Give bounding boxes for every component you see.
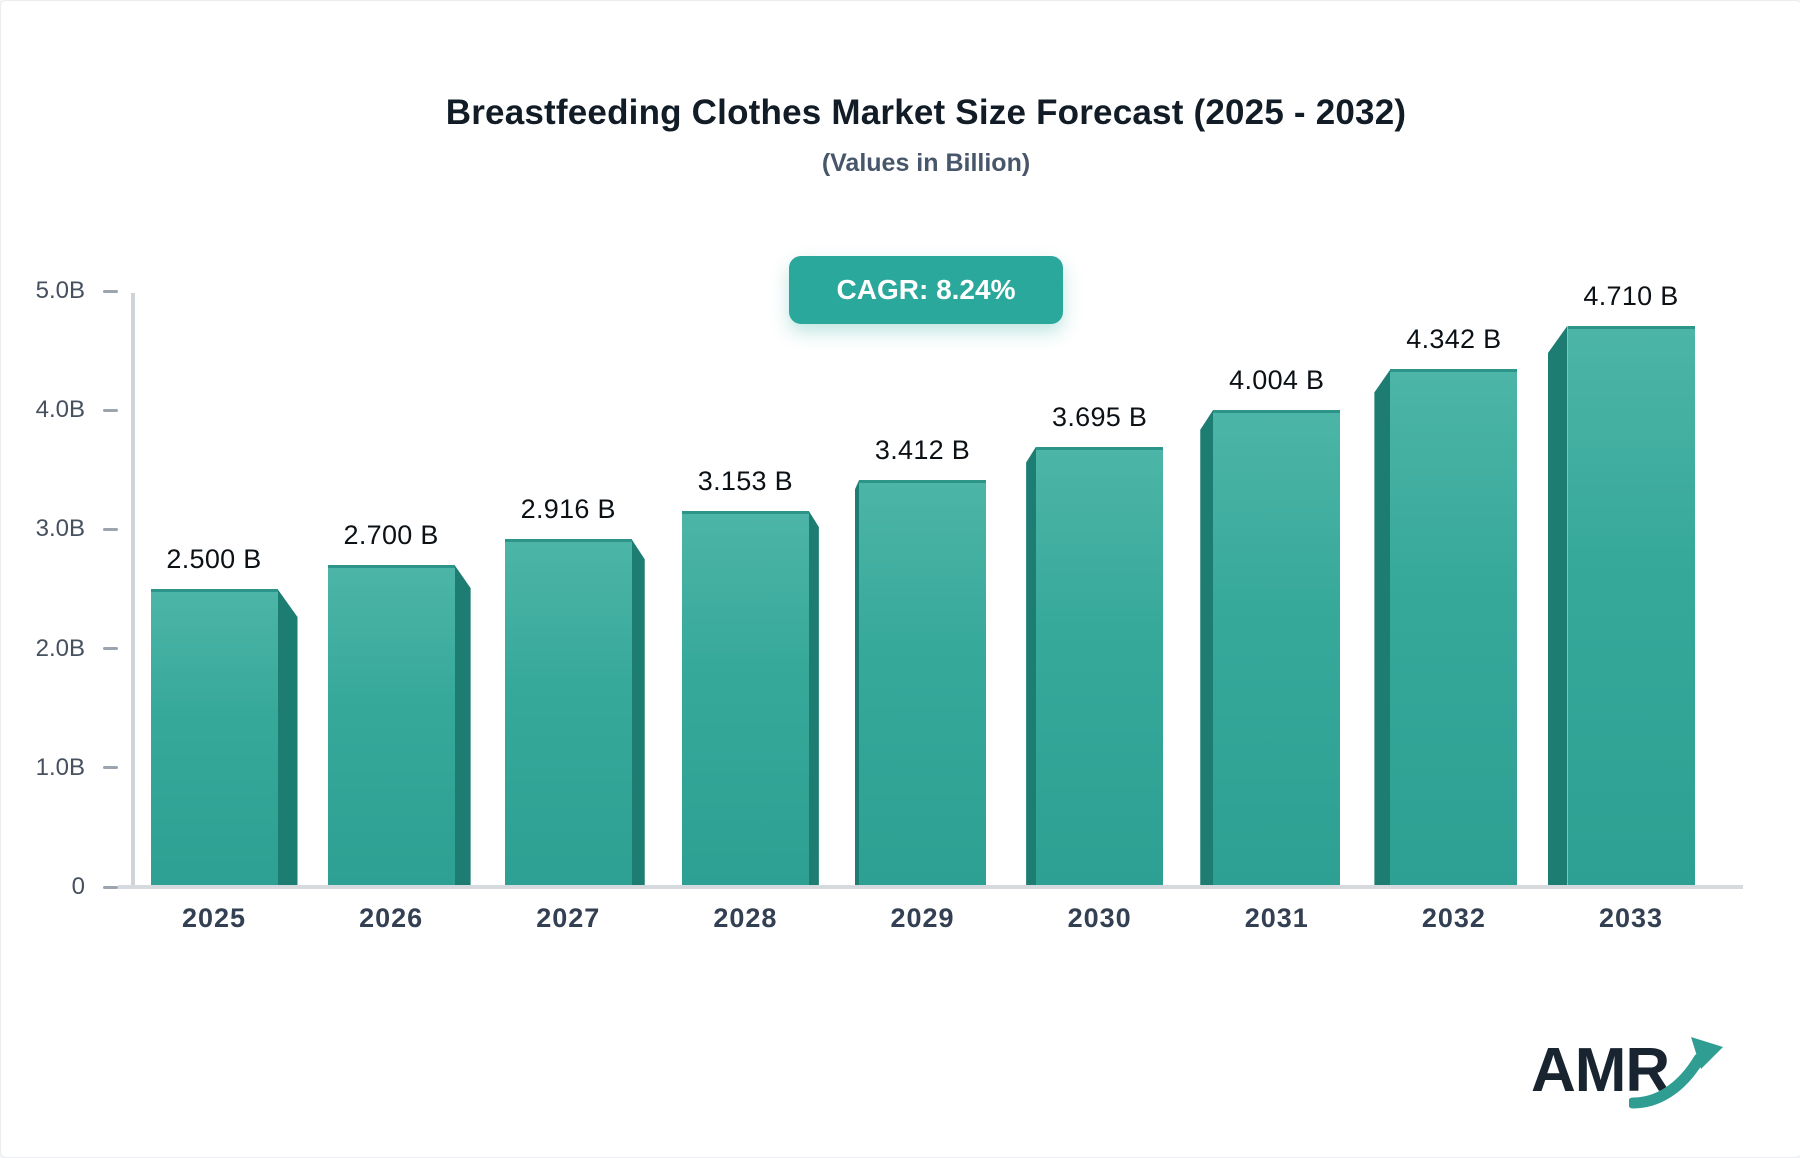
bar-2029 [859,480,986,887]
y-axis-line [131,293,135,887]
y-tick-mark [103,289,118,293]
bar-value-label: 4.710 B [1583,280,1679,311]
bar-value-label: 4.004 B [1229,364,1325,395]
bar-2030 [1036,446,1164,887]
bar-value-label: 2.916 B [520,494,616,525]
bar-value-label: 4.342 B [1406,324,1502,355]
cagr-badge: CAGR: 8.24% [789,256,1063,324]
bar-value-label: 3.695 B [1052,401,1148,432]
bar-2033 [1567,325,1695,887]
x-tick-label: 2025 [181,903,247,933]
bar-2027 [504,539,632,887]
y-tick-mark [103,885,118,889]
bar-value-label: 2.500 B [166,544,262,574]
x-tick-label: 2029 [890,903,955,933]
bar-2032 [1390,369,1518,887]
x-tick-label: 2030 [1067,903,1132,933]
cagr-badge-label: CAGR: 8.24% [836,274,1016,305]
x-tick-label: 2033 [1598,903,1664,933]
bar-side-panel [855,480,859,887]
y-tick-label: 3.0B [35,515,85,543]
bar-value-label: 2.700 B [343,520,439,551]
bar-value-label: 3.153 B [697,466,793,497]
bar-2026 [327,565,455,887]
bar-side-panel [454,565,471,887]
y-tick-label: 1.0B [35,753,85,781]
chart-subtitle: (Values in Billion) [821,149,1031,177]
y-tick-label: 0 [71,873,85,900]
x-tick-label: 2027 [536,903,601,933]
y-tick-label: 5.0B [35,277,85,304]
y-tick-mark [103,527,118,531]
x-tick-label: 2028 [713,903,778,933]
y-tick-label: 4.0B [35,396,85,424]
bar-side-panel [1374,369,1391,887]
bar-side-panel [1026,446,1037,887]
bar-value-label: 3.412 B [874,435,971,466]
chart-title: Breastfeeding Clothes Market Size Foreca… [445,93,1407,132]
bar-side-panel [1200,409,1214,887]
bar-side-panel [277,589,298,887]
y-tick-mark [103,766,118,770]
bar-side-panel [1547,325,1568,887]
x-tick-label: 2031 [1244,903,1309,933]
trend-arrow-icon [1629,1037,1723,1109]
bar-side-panel [808,511,819,887]
bar-2028 [681,511,809,887]
x-axis-line [118,885,1743,889]
chart-header: Breastfeeding Clothes Market Size Foreca… [51,93,1800,178]
x-tick-label: 2026 [359,903,424,933]
y-tick-label: 2.0B [35,634,85,662]
amr-logo-text: AMR [1531,1036,1670,1105]
bar-2025 [150,589,278,887]
bar-2031 [1213,409,1341,887]
y-tick-mark [103,647,118,651]
y-tick-mark [103,408,118,412]
bar-side-panel [631,539,645,887]
amr-logo: AMR [1531,1023,1723,1113]
x-tick-label: 2032 [1421,903,1486,933]
